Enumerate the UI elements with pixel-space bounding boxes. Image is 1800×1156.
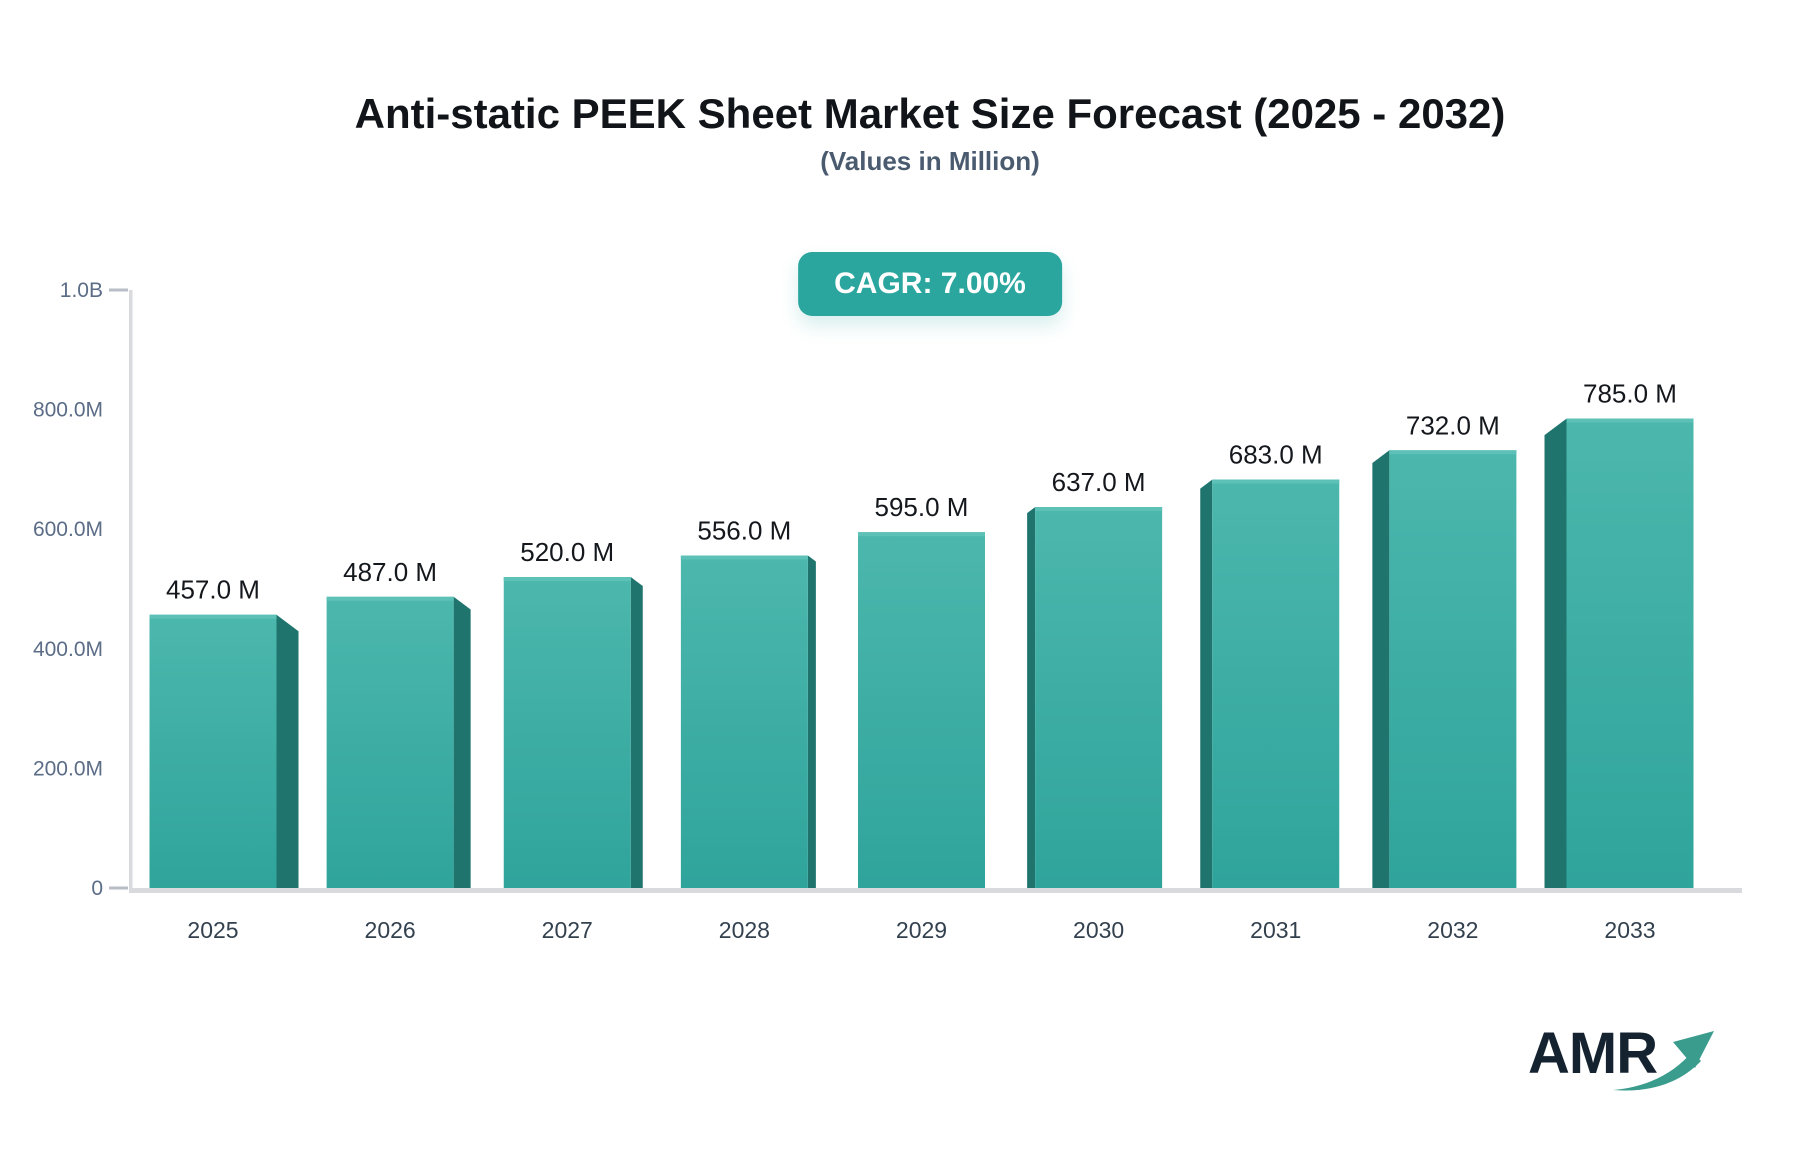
cagr-badge-label: CAGR: 7.00% <box>834 267 1026 300</box>
bar-side-face <box>276 614 299 888</box>
x-axis-label: 2028 <box>719 917 770 943</box>
bar-side-face <box>1372 450 1390 888</box>
bar-side-face <box>1544 418 1567 888</box>
bar-side-face <box>807 555 816 888</box>
bar-value-label: 785.0 M <box>1583 379 1677 409</box>
y-axis-tick-label: 0 <box>91 877 103 900</box>
bar <box>1566 418 1694 888</box>
bar-value-label: 595.0 M <box>875 492 969 522</box>
bar-top-edge <box>858 532 985 537</box>
y-axis-line <box>129 290 133 893</box>
bar-top-edge <box>1566 418 1694 423</box>
y-axis-tick-dash <box>109 288 128 292</box>
bar <box>503 577 631 888</box>
y-axis-tick-dash <box>109 886 128 890</box>
bar-top-edge <box>680 555 808 560</box>
y-axis-tick-label: 400.0M <box>33 638 103 661</box>
chart-subtitle: (Values in Million) <box>820 146 1040 176</box>
bar-value-label: 520.0 M <box>520 537 614 567</box>
bar <box>149 614 277 888</box>
bar-side-face <box>1200 479 1213 888</box>
bar-value-label: 457.0 M <box>166 575 260 605</box>
bar-top-edge <box>1212 479 1340 484</box>
y-axis-tick-label: 600.0M <box>33 518 103 541</box>
bar-side-face <box>453 596 471 888</box>
x-axis-label: 2025 <box>187 917 238 943</box>
bar <box>1035 507 1163 888</box>
x-axis-line <box>129 888 1742 893</box>
y-axis-tick-label: 1.0B <box>60 279 103 302</box>
bar-side-face <box>630 577 643 888</box>
bar <box>1389 450 1517 888</box>
x-axis-label: 2027 <box>542 917 593 943</box>
bar <box>1212 479 1340 888</box>
chart-title: Anti-static PEEK Sheet Market Size Forec… <box>354 90 1506 137</box>
bar-top-edge <box>1035 507 1163 512</box>
bar <box>680 555 808 888</box>
x-axis-label: 2032 <box>1427 917 1478 943</box>
bar-value-label: 487.0 M <box>343 557 437 587</box>
amr-logo-text: AMR <box>1528 1021 1658 1086</box>
x-axis-label: 2033 <box>1604 917 1655 943</box>
bar-top-edge <box>1389 450 1517 455</box>
x-axis-label: 2031 <box>1250 917 1301 943</box>
x-axis-label: 2029 <box>896 917 947 943</box>
bar-value-label: 637.0 M <box>1052 467 1146 497</box>
bar-value-label: 556.0 M <box>697 516 791 546</box>
amr-logo: AMR <box>1528 1022 1718 1112</box>
bar-side-face <box>1027 507 1036 888</box>
x-axis-label: 2026 <box>365 917 416 943</box>
cagr-badge: CAGR: 7.00% <box>798 252 1062 316</box>
x-axis-label: 2030 <box>1073 917 1124 943</box>
bar <box>326 596 454 888</box>
y-axis-tick-label: 200.0M <box>33 757 103 780</box>
growth-arrow-icon <box>1613 1031 1714 1091</box>
bar <box>858 532 985 888</box>
bar-top-edge <box>503 577 631 582</box>
bar-value-label: 732.0 M <box>1406 410 1500 440</box>
arrow-head <box>1673 1031 1714 1068</box>
y-axis-tick-label: 800.0M <box>33 399 103 422</box>
bar-top-edge <box>326 596 454 601</box>
bar-chart: 1.0B 800.0M 600.0M 400.0M 200.0M 0 457.0 M 487.… <box>33 279 1742 943</box>
bar-value-label: 683.0 M <box>1229 440 1323 470</box>
bar-top-edge <box>149 614 277 619</box>
